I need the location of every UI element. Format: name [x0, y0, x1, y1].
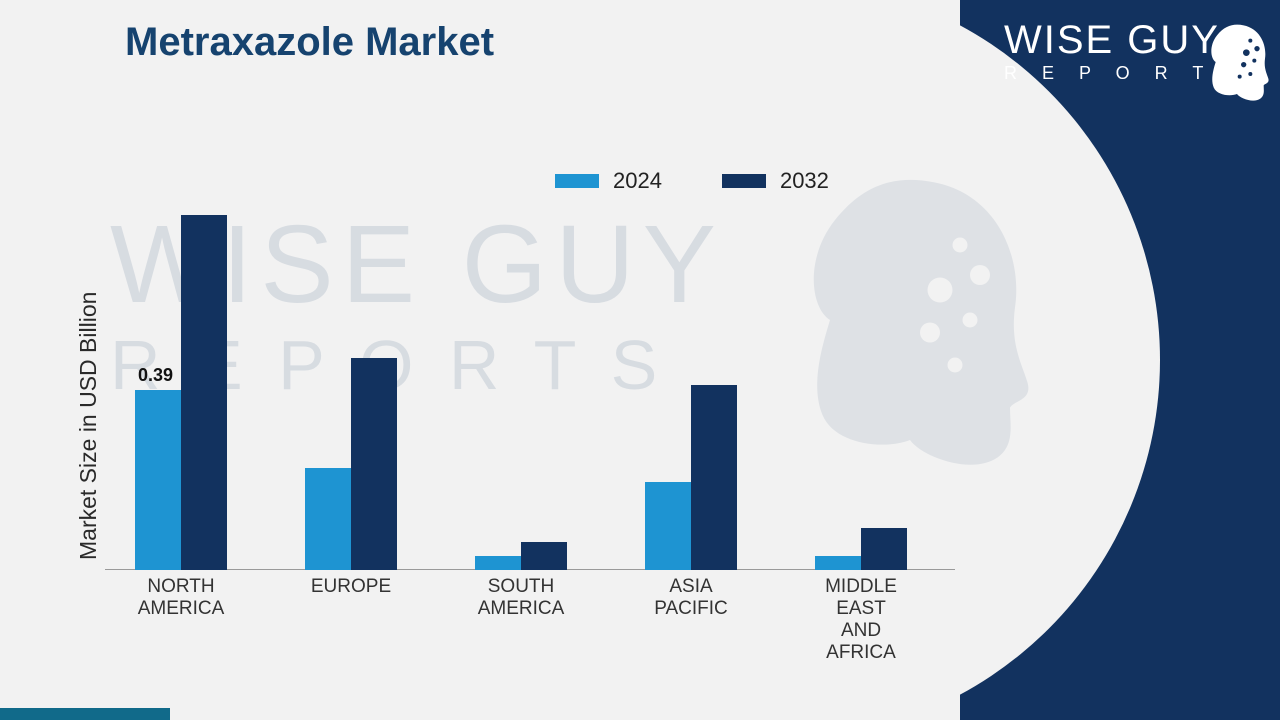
y-axis-label: Market Size in USD Billion [75, 292, 102, 560]
brand-head-icon [1202, 22, 1272, 102]
bar [475, 556, 521, 570]
category-label: ASIAPACIFIC [621, 576, 761, 620]
legend-item: 2024 [555, 168, 662, 194]
plot-area: 0.39 [105, 210, 955, 570]
legend: 2024 2032 [555, 168, 829, 194]
bar [181, 215, 227, 570]
bar [815, 556, 861, 570]
bar [305, 468, 351, 570]
category-label: EUROPE [281, 576, 421, 598]
chart-title: Metraxazole Market [125, 20, 494, 65]
bar [691, 385, 737, 570]
category-label: MIDDLEEASTANDAFRICA [791, 576, 931, 663]
bar [521, 542, 567, 570]
legend-item: 2032 [722, 168, 829, 194]
bar-value-label: 0.39 [138, 365, 173, 386]
bottom-accent-bar [0, 708, 170, 720]
bar [645, 482, 691, 570]
bar [351, 358, 397, 570]
category-label: SOUTHAMERICA [451, 576, 591, 620]
bar [861, 528, 907, 570]
legend-swatch [722, 174, 766, 188]
legend-label: 2024 [613, 168, 662, 194]
legend-swatch [555, 174, 599, 188]
legend-label: 2032 [780, 168, 829, 194]
bar [135, 390, 181, 570]
category-label: NORTHAMERICA [111, 576, 251, 620]
chart-canvas: WISE GUY R E P O R T S Metraxazole Marke… [0, 0, 1280, 720]
